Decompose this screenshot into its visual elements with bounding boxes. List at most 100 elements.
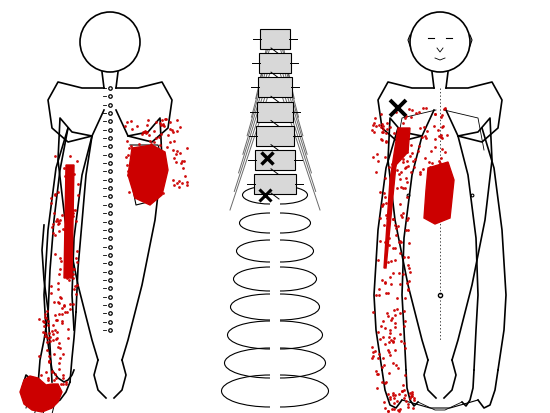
- Point: [404, 286, 412, 293]
- Point: [382, 120, 391, 127]
- FancyBboxPatch shape: [257, 102, 293, 121]
- Point: [405, 240, 414, 247]
- Point: [404, 278, 413, 285]
- Point: [415, 124, 424, 131]
- Point: [53, 344, 62, 350]
- Point: [63, 269, 72, 275]
- Point: [370, 119, 378, 126]
- Point: [390, 320, 399, 327]
- Point: [397, 338, 405, 345]
- Point: [398, 156, 407, 162]
- Point: [143, 122, 152, 128]
- Point: [375, 286, 383, 292]
- Point: [398, 382, 407, 389]
- Point: [60, 227, 69, 234]
- Point: [140, 165, 148, 172]
- Point: [383, 391, 392, 397]
- Point: [151, 177, 160, 184]
- Point: [141, 182, 150, 189]
- Point: [153, 176, 162, 182]
- Point: [376, 336, 385, 343]
- Point: [160, 158, 168, 165]
- Point: [384, 290, 393, 297]
- Point: [131, 148, 140, 155]
- Point: [69, 274, 78, 281]
- Point: [174, 184, 183, 190]
- Point: [172, 159, 180, 166]
- Point: [386, 330, 394, 336]
- Point: [370, 129, 379, 135]
- Point: [49, 330, 58, 337]
- Point: [378, 137, 387, 143]
- Point: [177, 160, 185, 167]
- Point: [68, 164, 76, 170]
- Point: [421, 154, 430, 161]
- Point: [70, 171, 79, 177]
- Point: [58, 225, 67, 232]
- Point: [438, 123, 447, 130]
- Point: [152, 119, 161, 125]
- Point: [403, 142, 411, 149]
- Point: [409, 405, 418, 412]
- Point: [173, 179, 182, 186]
- Point: [141, 130, 150, 137]
- Point: [44, 335, 53, 342]
- Point: [441, 162, 449, 169]
- Point: [74, 191, 82, 198]
- Point: [390, 257, 399, 264]
- Point: [153, 172, 162, 179]
- Point: [41, 314, 50, 320]
- Point: [400, 372, 409, 378]
- Point: [377, 136, 386, 143]
- Point: [373, 371, 382, 377]
- Point: [183, 145, 191, 151]
- Point: [387, 280, 396, 287]
- Point: [397, 388, 406, 394]
- Point: [150, 128, 158, 134]
- Point: [136, 161, 145, 167]
- Point: [72, 254, 80, 261]
- Point: [368, 344, 377, 350]
- Point: [142, 144, 151, 151]
- Point: [182, 178, 191, 185]
- Point: [402, 227, 411, 233]
- Point: [178, 180, 186, 187]
- Point: [63, 326, 72, 332]
- Point: [65, 272, 74, 278]
- Point: [182, 181, 191, 188]
- Point: [438, 135, 447, 141]
- Point: [382, 211, 390, 218]
- Point: [69, 213, 78, 220]
- Point: [60, 265, 69, 272]
- Point: [400, 114, 409, 121]
- Point: [389, 359, 398, 366]
- Point: [413, 147, 422, 154]
- Point: [379, 129, 388, 135]
- Point: [415, 108, 424, 115]
- Point: [384, 313, 393, 320]
- Point: [51, 217, 60, 224]
- Point: [408, 107, 416, 114]
- Point: [386, 192, 395, 199]
- Point: [390, 168, 399, 175]
- Point: [393, 185, 402, 191]
- Point: [373, 371, 382, 377]
- Point: [60, 172, 69, 179]
- Point: [56, 255, 65, 262]
- Point: [43, 339, 52, 345]
- Point: [64, 215, 73, 222]
- Point: [407, 169, 416, 175]
- Point: [393, 407, 402, 413]
- Point: [43, 308, 52, 314]
- Point: [58, 305, 67, 312]
- Point: [125, 189, 134, 196]
- Point: [441, 176, 450, 182]
- Point: [39, 329, 47, 335]
- Point: [427, 148, 436, 154]
- Point: [57, 320, 66, 326]
- Point: [47, 195, 56, 201]
- Point: [139, 175, 148, 182]
- Point: [378, 126, 387, 132]
- Point: [41, 311, 50, 318]
- Point: [51, 327, 59, 334]
